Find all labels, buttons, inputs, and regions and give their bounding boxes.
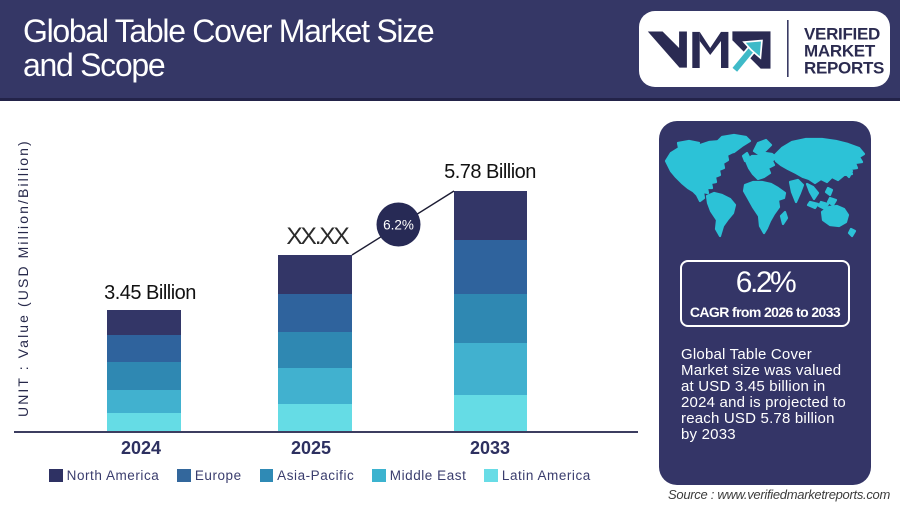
svg-text:MARKET: MARKET (804, 42, 876, 61)
svg-text:VERIFIED: VERIFIED (804, 25, 880, 44)
svg-text:REPORTS: REPORTS (804, 59, 884, 78)
svg-text:6.2%: 6.2% (383, 218, 414, 233)
